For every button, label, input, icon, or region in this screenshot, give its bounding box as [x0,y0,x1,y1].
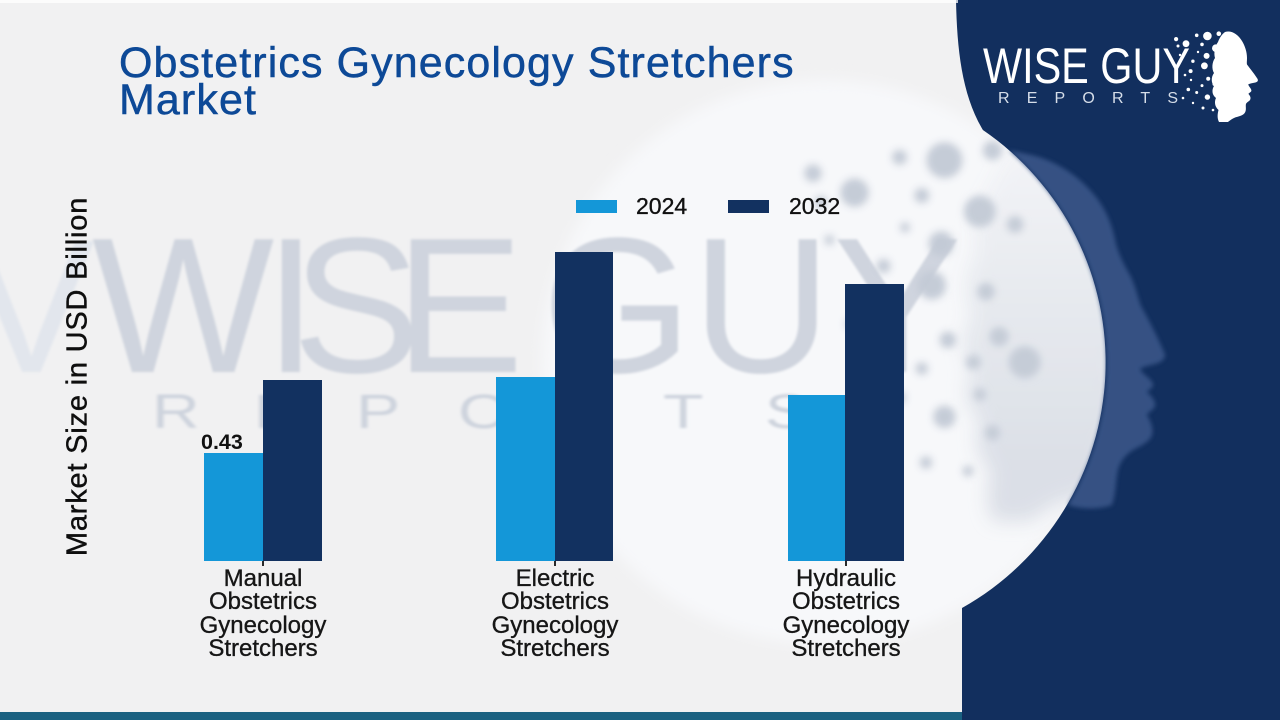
svg-text:WISE GUY: WISE GUY [983,38,1190,94]
svg-text:V: V [0,201,95,413]
